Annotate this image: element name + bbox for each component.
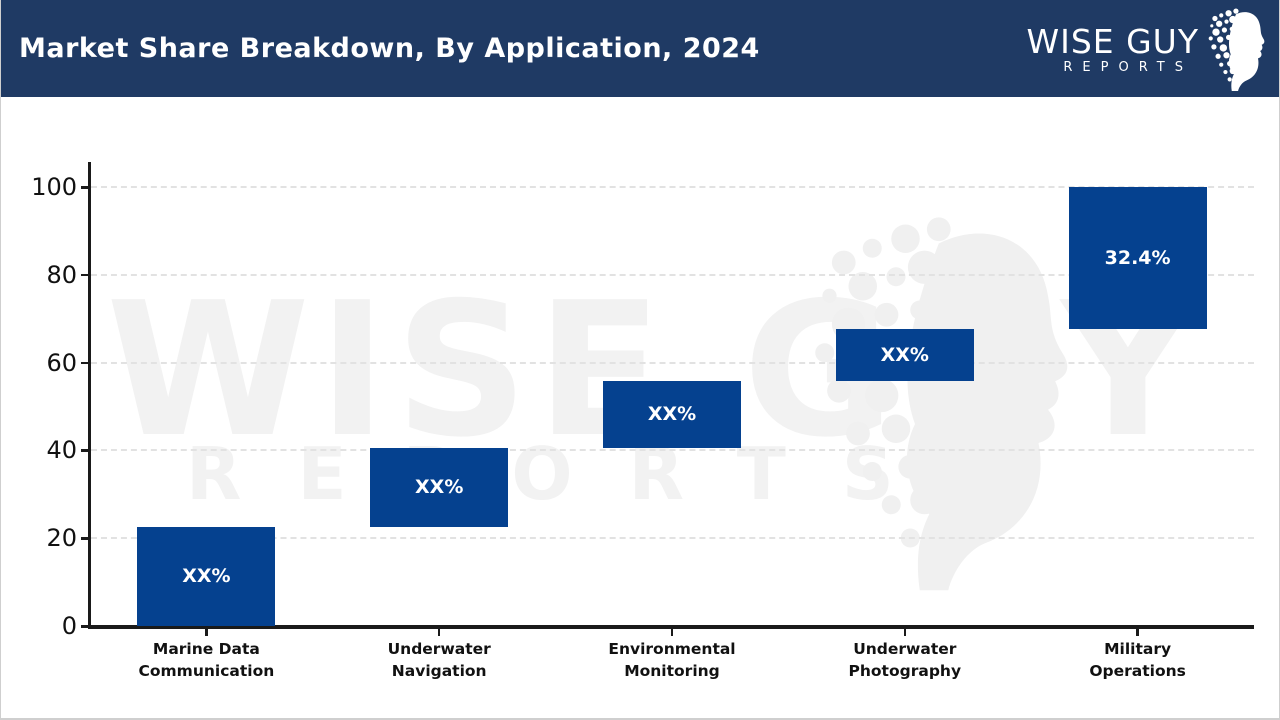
y-tick-80 bbox=[81, 273, 89, 277]
y-tick-label: 40 bbox=[46, 436, 77, 465]
y-tick-label: 20 bbox=[46, 524, 77, 553]
bar-3 bbox=[835, 329, 974, 381]
x-category-label: Marine Data Communication bbox=[138, 640, 275, 680]
header-band: Market Share Breakdown, By Application, … bbox=[1, 0, 1279, 97]
gridline-80 bbox=[91, 273, 1254, 276]
x-tick-2 bbox=[670, 629, 674, 636]
x-tick-0 bbox=[205, 629, 208, 636]
dotted-head-icon bbox=[1208, 8, 1265, 91]
bar-value-label: XX% bbox=[415, 476, 464, 499]
y-tick-40 bbox=[81, 449, 89, 452]
logo-wordmark: WISE GUY bbox=[1026, 22, 1199, 61]
y-tick-label: 0 bbox=[61, 612, 77, 640]
x-tick-3 bbox=[903, 629, 907, 636]
bar-value-label: XX% bbox=[880, 343, 929, 366]
gridline-40 bbox=[91, 449, 1254, 452]
y-tick-label: 100 bbox=[31, 173, 77, 201]
y-tick-60 bbox=[81, 361, 89, 365]
x-tick-4 bbox=[1136, 629, 1139, 636]
y-tick-20 bbox=[81, 537, 89, 540]
wise-guy-logo: WISE GUY REPORTS bbox=[1026, 6, 1271, 92]
bar-value-label: XX% bbox=[647, 403, 697, 426]
bar-value-label: 32.4% bbox=[1104, 247, 1171, 270]
bar-4 bbox=[1068, 187, 1207, 330]
logo-subtitle: REPORTS bbox=[1063, 60, 1193, 75]
bar-2 bbox=[603, 380, 741, 449]
page-title: Market Share Breakdown, By Application, … bbox=[19, 33, 760, 64]
gridline-60 bbox=[91, 361, 1254, 364]
x-category-label: Underwater Photography bbox=[848, 640, 962, 680]
y-tick-0 bbox=[81, 625, 89, 628]
x-tick-1 bbox=[437, 629, 441, 636]
y-tick-100 bbox=[81, 186, 89, 189]
x-category-label: Environmental Monitoring bbox=[608, 640, 736, 680]
gridline-20 bbox=[91, 537, 1254, 540]
y-tick-label: 60 bbox=[46, 348, 77, 377]
y-tick-label: 80 bbox=[46, 260, 77, 289]
x-axis-line bbox=[88, 625, 1254, 629]
gridline-100 bbox=[91, 186, 1254, 188]
y-axis-line bbox=[88, 162, 91, 629]
x-category-label: Underwater Navigation bbox=[387, 640, 491, 680]
bar-0 bbox=[137, 526, 276, 626]
bar-value-label: XX% bbox=[182, 565, 231, 588]
watermark-dotted-head bbox=[815, 217, 1068, 591]
bar-1 bbox=[370, 448, 509, 527]
x-category-label: Military Operations bbox=[1089, 640, 1186, 680]
